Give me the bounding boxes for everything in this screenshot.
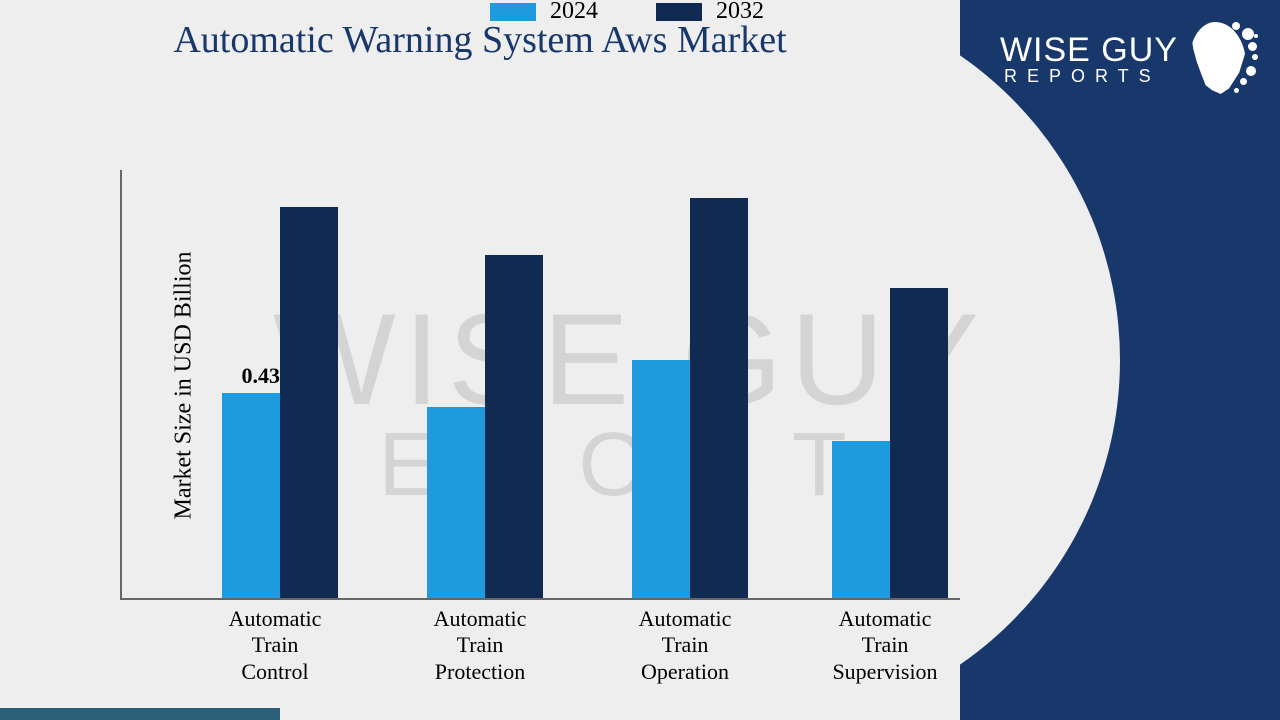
x-axis-line: [120, 598, 960, 600]
bar-2032: [280, 207, 338, 598]
brand-name-main: WISE GUY: [1000, 31, 1178, 70]
bar-2032: [890, 288, 948, 598]
side-panel: [960, 0, 1280, 720]
bar-2024: [832, 441, 890, 598]
x-axis-category-label: AutomaticTrainOperation: [600, 606, 770, 685]
brand-head-icon: [1184, 20, 1262, 98]
bar-2024: [632, 360, 690, 598]
brand-logo: WISE GUY REPORTS: [962, 14, 1262, 104]
footer-accent-bar: [0, 708, 280, 720]
chart-area: Market Size in USD Billion 0.43 Automati…: [60, 170, 960, 700]
brand-name-sub: REPORTS: [1000, 66, 1178, 87]
bar-2032: [485, 255, 543, 598]
chart-title: Automatic Warning System Aws Market: [0, 18, 960, 62]
x-axis-category-label: AutomaticTrainControl: [190, 606, 360, 685]
x-axis-category-label: AutomaticTrainSupervision: [800, 606, 970, 685]
bar-value-label: 0.43: [190, 363, 280, 389]
bar-2024: [427, 407, 485, 598]
brand-text: WISE GUY REPORTS: [1000, 31, 1178, 87]
plot-region: 0.43: [120, 170, 960, 600]
x-axis-category-label: AutomaticTrainProtection: [395, 606, 565, 685]
chart-title-wrap: Automatic Warning System Aws Market: [0, 18, 960, 62]
y-axis-line: [120, 170, 122, 600]
bar-2032: [690, 198, 748, 598]
bar-2024: [222, 393, 280, 598]
